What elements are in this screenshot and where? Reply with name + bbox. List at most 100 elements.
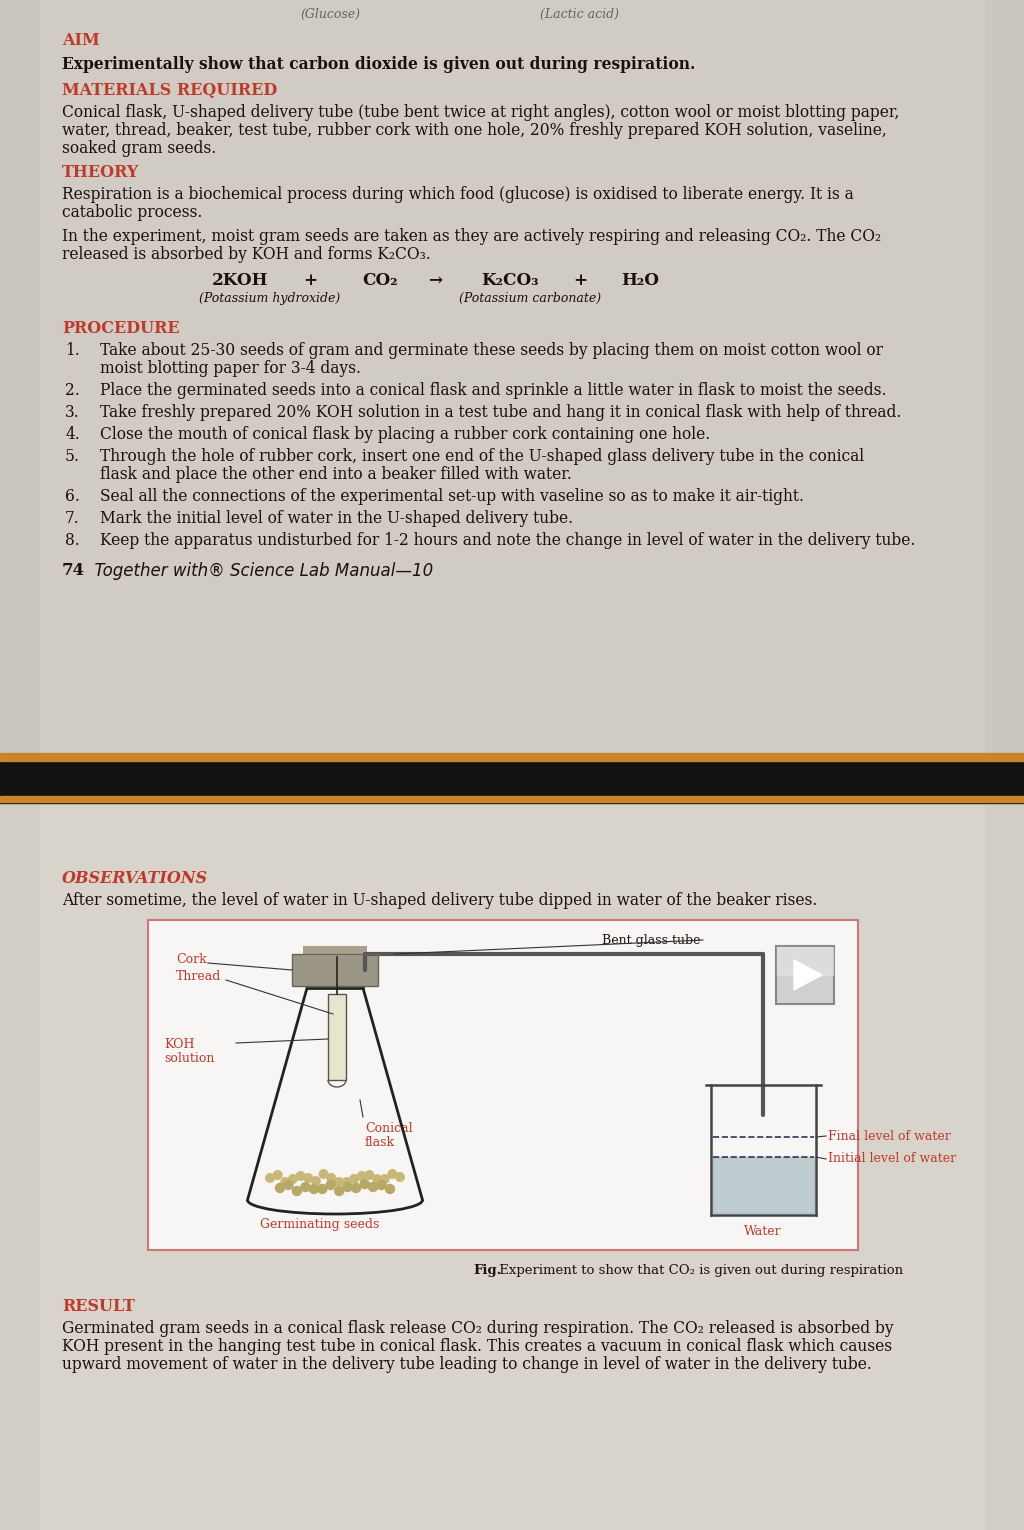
Circle shape xyxy=(369,1183,378,1192)
Circle shape xyxy=(281,1177,290,1187)
Text: KOH: KOH xyxy=(164,1037,195,1051)
Bar xyxy=(292,955,378,985)
Text: RESULT: RESULT xyxy=(62,1297,135,1314)
Text: Bent glass tube: Bent glass tube xyxy=(602,933,701,947)
Text: 2KOH: 2KOH xyxy=(212,272,268,289)
Circle shape xyxy=(265,1174,275,1183)
Bar xyxy=(713,1157,814,1213)
Text: Mark the initial level of water in the U-shaped delivery tube.: Mark the initial level of water in the U… xyxy=(100,509,573,526)
Polygon shape xyxy=(794,959,822,990)
Circle shape xyxy=(365,1170,375,1180)
Text: 3.: 3. xyxy=(66,404,80,421)
Circle shape xyxy=(296,1170,305,1181)
Text: H₂O: H₂O xyxy=(621,272,659,289)
Text: AIM: AIM xyxy=(62,32,99,49)
Circle shape xyxy=(377,1181,386,1189)
Circle shape xyxy=(387,1169,397,1180)
Text: Take about 25-30 seeds of gram and germinate these seeds by placing them on mois: Take about 25-30 seeds of gram and germi… xyxy=(100,343,883,360)
Text: released is absorbed by KOH and forms K₂CO₃.: released is absorbed by KOH and forms K₂… xyxy=(62,246,431,263)
Text: +: + xyxy=(303,272,317,289)
Text: moist blotting paper for 3-4 days.: moist blotting paper for 3-4 days. xyxy=(100,360,361,376)
Text: water, thread, beaker, test tube, rubber cork with one hole, 20% freshly prepare: water, thread, beaker, test tube, rubber… xyxy=(62,122,887,139)
Text: THEORY: THEORY xyxy=(62,164,139,181)
Text: PROCEDURE: PROCEDURE xyxy=(62,320,179,337)
Circle shape xyxy=(318,1169,329,1180)
Text: Fig.: Fig. xyxy=(473,1264,502,1278)
Circle shape xyxy=(288,1174,298,1184)
Text: Take freshly prepared 20% KOH solution in a test tube and hang it in conical fla: Take freshly prepared 20% KOH solution i… xyxy=(100,404,901,421)
Circle shape xyxy=(272,1170,283,1180)
Circle shape xyxy=(303,1174,313,1183)
Circle shape xyxy=(334,1177,344,1187)
Circle shape xyxy=(311,1177,321,1186)
Bar xyxy=(0,753,1024,760)
Text: MATERIALS REQUIRED: MATERIALS REQUIRED xyxy=(62,83,278,99)
Text: (Potassium carbonate): (Potassium carbonate) xyxy=(459,292,601,304)
Bar xyxy=(328,994,346,1080)
Text: →: → xyxy=(428,272,442,289)
Circle shape xyxy=(343,1183,352,1192)
Text: Seal all the connections of the experimental set-up with vaseline so as to make : Seal all the connections of the experime… xyxy=(100,488,804,505)
Text: Place the germinated seeds into a conical flask and sprinkle a little water in f: Place the germinated seeds into a conica… xyxy=(100,382,887,399)
Text: Water: Water xyxy=(744,1226,781,1238)
Text: Final level of water: Final level of water xyxy=(828,1129,950,1143)
Bar xyxy=(40,0,984,754)
Text: Close the mouth of conical flask by placing a rubber cork containing one hole.: Close the mouth of conical flask by plac… xyxy=(100,425,711,444)
Text: 5.: 5. xyxy=(65,448,80,465)
Text: Germinated gram seeds in a conical flask release CO₂ during respiration. The CO₂: Germinated gram seeds in a conical flask… xyxy=(62,1320,894,1337)
Text: 1.: 1. xyxy=(66,343,80,360)
Bar xyxy=(303,946,367,956)
Text: 74: 74 xyxy=(62,562,85,578)
Text: flask: flask xyxy=(365,1135,395,1149)
Text: K₂CO₃: K₂CO₃ xyxy=(481,272,539,289)
Text: 2.: 2. xyxy=(66,382,80,399)
Text: 4.: 4. xyxy=(66,425,80,444)
Circle shape xyxy=(293,1186,301,1195)
Bar xyxy=(776,946,834,1004)
Circle shape xyxy=(349,1174,359,1184)
Circle shape xyxy=(275,1184,285,1192)
Text: Through the hole of rubber cork, insert one end of the U-shaped glass delivery t: Through the hole of rubber cork, insert … xyxy=(100,448,864,465)
Text: KOH present in the hanging test tube in conical flask. This creates a vacuum in : KOH present in the hanging test tube in … xyxy=(62,1339,892,1356)
Text: Together with® Science Lab Manual—10: Together with® Science Lab Manual—10 xyxy=(84,562,433,580)
Bar xyxy=(777,947,833,975)
Bar xyxy=(40,802,984,1530)
Circle shape xyxy=(341,1177,351,1187)
Circle shape xyxy=(385,1184,394,1193)
Text: Germinating seeds: Germinating seeds xyxy=(260,1218,380,1232)
Circle shape xyxy=(351,1184,360,1192)
Text: Respiration is a biochemical process during which food (glucose) is oxidised to : Respiration is a biochemical process dur… xyxy=(62,187,854,203)
Circle shape xyxy=(327,1174,336,1183)
Circle shape xyxy=(301,1183,310,1192)
Text: In the experiment, moist gram seeds are taken as they are actively respiring and: In the experiment, moist gram seeds are … xyxy=(62,228,881,245)
Text: (Potassium hydroxide): (Potassium hydroxide) xyxy=(200,292,341,304)
Bar xyxy=(0,0,1024,754)
Bar xyxy=(292,955,378,985)
Text: Conical flask, U-shaped delivery tube (tube bent twice at right angles), cotton : Conical flask, U-shaped delivery tube (t… xyxy=(62,104,899,121)
Text: Conical: Conical xyxy=(365,1121,413,1135)
Text: (Glucose): (Glucose) xyxy=(300,8,360,21)
Bar xyxy=(0,754,1024,803)
Bar xyxy=(0,802,1024,1530)
Text: Thread: Thread xyxy=(176,970,221,982)
Text: 8.: 8. xyxy=(66,532,80,549)
Text: OBSERVATIONS: OBSERVATIONS xyxy=(62,871,208,887)
Circle shape xyxy=(327,1181,335,1189)
Text: +: + xyxy=(573,272,587,289)
Text: flask and place the other end into a beaker filled with water.: flask and place the other end into a bea… xyxy=(100,467,571,483)
Text: Experimentally show that carbon dioxide is given out during respiration.: Experimentally show that carbon dioxide … xyxy=(62,57,695,73)
Text: 7.: 7. xyxy=(66,509,80,526)
Text: After sometime, the level of water in U-shaped delivery tube dipped in water of : After sometime, the level of water in U-… xyxy=(62,892,817,909)
Text: solution: solution xyxy=(164,1053,214,1065)
Circle shape xyxy=(360,1180,369,1189)
Text: CO₂: CO₂ xyxy=(362,272,397,289)
Text: soaked gram seeds.: soaked gram seeds. xyxy=(62,141,216,158)
Bar xyxy=(0,796,1024,802)
Text: 6.: 6. xyxy=(66,488,80,505)
Circle shape xyxy=(309,1184,318,1193)
Text: Experiment to show that CO₂ is given out during respiration: Experiment to show that CO₂ is given out… xyxy=(495,1264,903,1278)
Circle shape xyxy=(356,1170,367,1181)
Text: upward movement of water in the delivery tube leading to change in level of wate: upward movement of water in the delivery… xyxy=(62,1356,871,1372)
Circle shape xyxy=(380,1174,390,1184)
Text: Cork: Cork xyxy=(176,953,207,965)
